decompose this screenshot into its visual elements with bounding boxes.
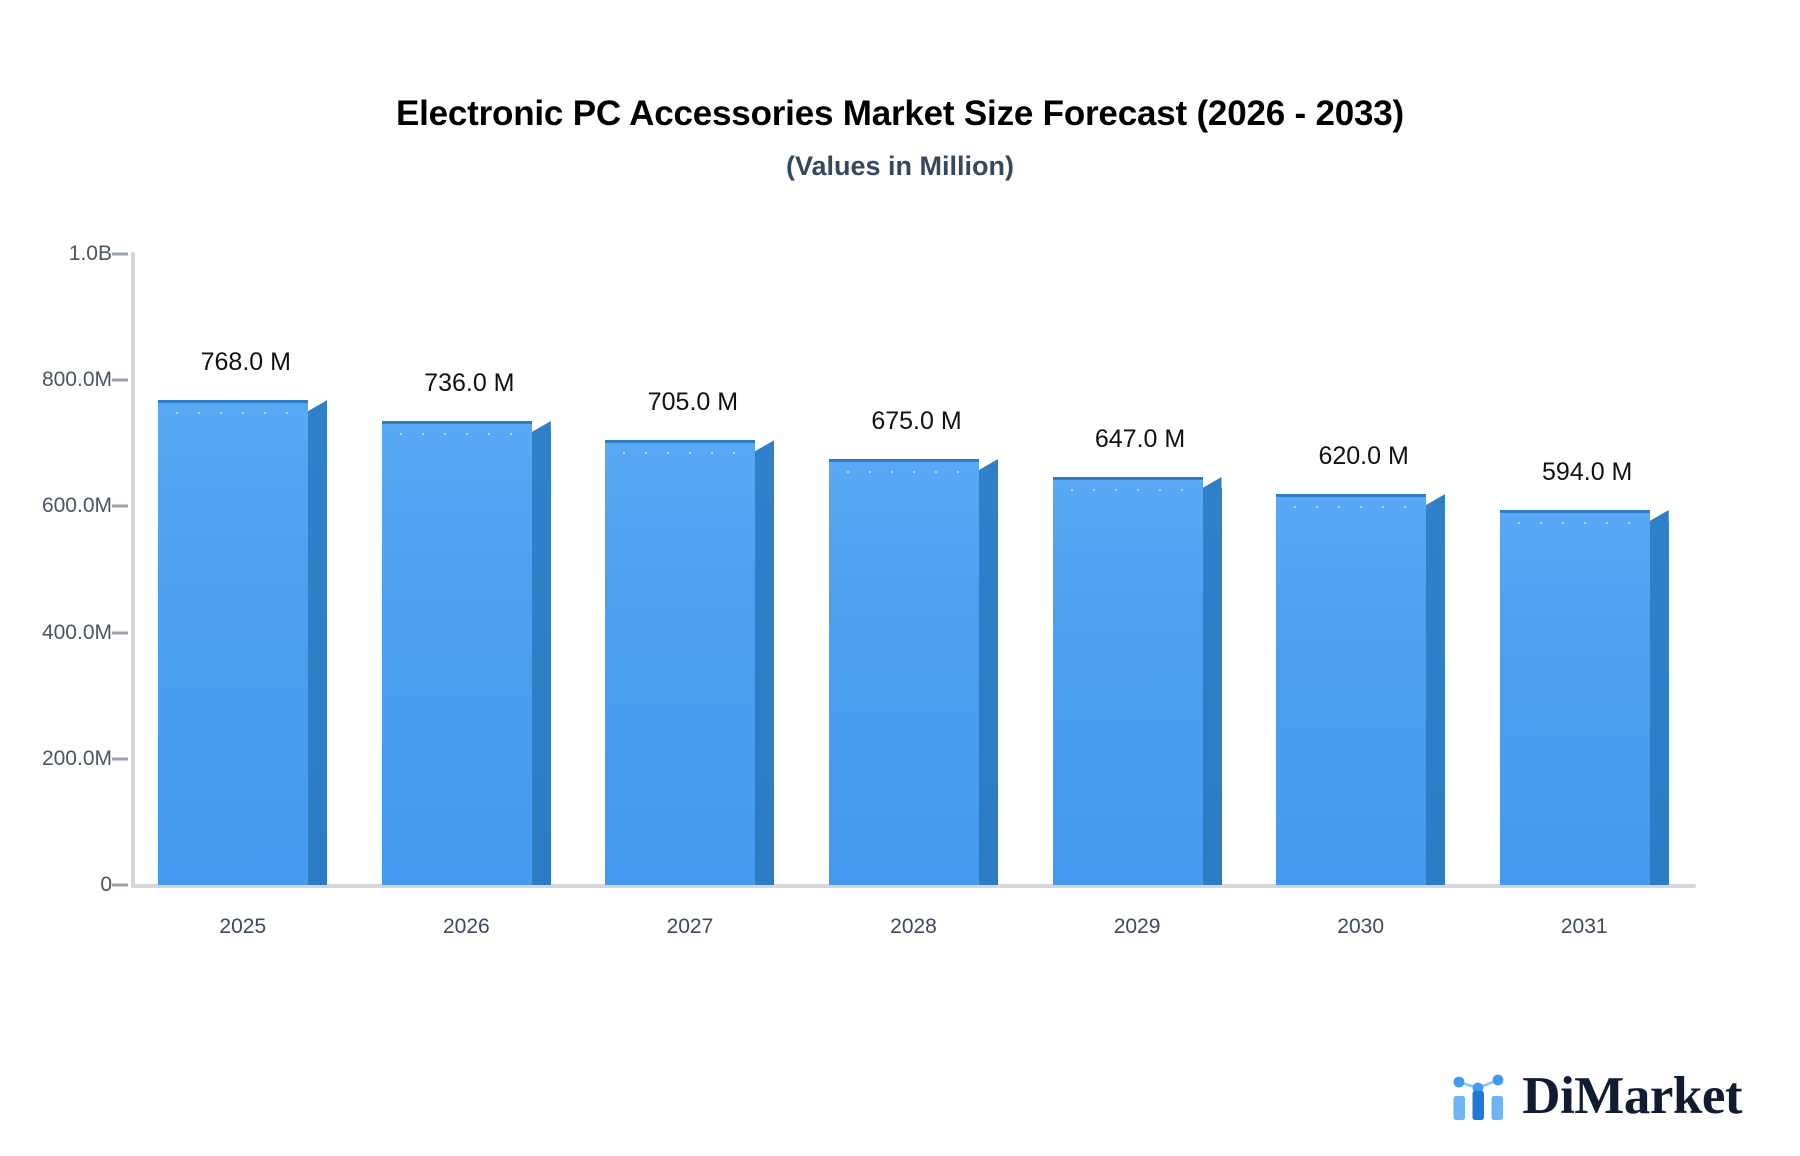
y-axis-tick-label: 200.0M bbox=[41, 746, 112, 770]
y-axis-tick-label: 600.0M bbox=[41, 494, 112, 518]
bar-front-face bbox=[1499, 510, 1650, 885]
bar[interactable] bbox=[381, 0, 551, 1156]
chart-header: Electronic PC Accessories Market Size Fo… bbox=[0, 94, 1800, 182]
bar[interactable] bbox=[829, 0, 998, 1156]
bar-front-face bbox=[1052, 477, 1203, 885]
bar-series: 768.0 M 736.0 M 705.0 M 675.0 M 647.0 M 620.0… bbox=[131, 0, 1696, 1156]
bar-value-label: 675.0 M bbox=[871, 407, 962, 435]
bar-front-face bbox=[829, 459, 979, 885]
y-axis-tick-mark bbox=[112, 757, 128, 761]
bar-top-bevel bbox=[979, 459, 998, 470]
y-axis-tick-mark bbox=[112, 252, 128, 256]
x-axis-tick-label: 2031 bbox=[1560, 915, 1608, 938]
x-axis-tick-label: 2029 bbox=[1113, 915, 1161, 938]
bar-side-face bbox=[979, 470, 998, 885]
y-axis-tick-mark bbox=[112, 504, 128, 508]
bar[interactable] bbox=[1276, 0, 1446, 1156]
bar-value-label: 768.0 M bbox=[200, 348, 291, 376]
y-axis-tick-mark bbox=[112, 631, 128, 635]
bar-value-label: 647.0 M bbox=[1094, 425, 1186, 453]
bar-highlight-dots bbox=[1060, 489, 1195, 491]
x-axis-tick-label: 2026 bbox=[442, 915, 490, 938]
x-axis-tick-label: 2027 bbox=[666, 915, 714, 938]
bar-highlight-dots bbox=[1284, 506, 1419, 508]
y-axis-tick-mark bbox=[112, 883, 128, 887]
bar-front-face bbox=[1276, 494, 1427, 885]
y-axis-tick-label: 0 bbox=[100, 873, 112, 896]
bar-front-face bbox=[158, 400, 309, 885]
bar-top-bevel bbox=[755, 440, 775, 451]
bar-value-label: 736.0 M bbox=[424, 369, 515, 397]
bar[interactable] bbox=[605, 0, 775, 1156]
bar-highlight-dots bbox=[389, 433, 524, 435]
bar-highlight-dots bbox=[166, 412, 301, 414]
x-axis-line bbox=[131, 884, 1696, 888]
bar-top-bevel bbox=[308, 400, 328, 411]
x-axis-tick-label: 2028 bbox=[890, 915, 937, 938]
bar-value-label: 594.0 M bbox=[1542, 458, 1633, 486]
y-axis-tick-mark bbox=[112, 378, 128, 382]
x-axis-tick-label: 2030 bbox=[1337, 915, 1384, 938]
bar-side-face bbox=[1426, 505, 1446, 885]
brand-logo: DiMarket bbox=[1450, 1070, 1742, 1123]
bar-top-bevel bbox=[1202, 477, 1222, 488]
y-axis-tick-label: 400.0M bbox=[41, 620, 112, 644]
chart-title: Electronic PC Accessories Market Size Fo… bbox=[395, 94, 1405, 133]
bar-top-bevel bbox=[531, 421, 551, 432]
brand-logo-text: DiMarket bbox=[1522, 1067, 1742, 1125]
bar-side-face bbox=[755, 451, 775, 885]
bar[interactable] bbox=[158, 0, 328, 1156]
x-axis-tick-label: 2025 bbox=[219, 915, 267, 938]
bar-value-label: 620.0 M bbox=[1318, 442, 1409, 470]
bar-highlight-dots bbox=[613, 452, 748, 454]
bar-top-bevel bbox=[1649, 510, 1669, 521]
bar[interactable] bbox=[1052, 0, 1222, 1156]
y-axis-tick-label: 800.0M bbox=[41, 368, 112, 392]
bar-highlight-dots bbox=[1507, 522, 1642, 524]
bar-side-face bbox=[308, 411, 328, 885]
y-axis-tick-label: 1.0B bbox=[68, 242, 112, 265]
bar-front-face bbox=[381, 421, 532, 885]
bar-value-label: 705.0 M bbox=[647, 388, 739, 416]
bar-top-bevel bbox=[1426, 494, 1446, 505]
y-axis-line bbox=[131, 252, 135, 888]
bar-chart-logo-icon bbox=[1453, 1074, 1504, 1120]
bar-front-face bbox=[605, 440, 756, 885]
bar-highlight-dots bbox=[837, 471, 971, 473]
bar[interactable] bbox=[1499, 0, 1669, 1156]
bar-side-face bbox=[531, 432, 551, 885]
chart-subtitle: (Values in Million) bbox=[785, 151, 1015, 182]
bar-side-face bbox=[1649, 521, 1669, 885]
bar-side-face bbox=[1202, 488, 1222, 885]
